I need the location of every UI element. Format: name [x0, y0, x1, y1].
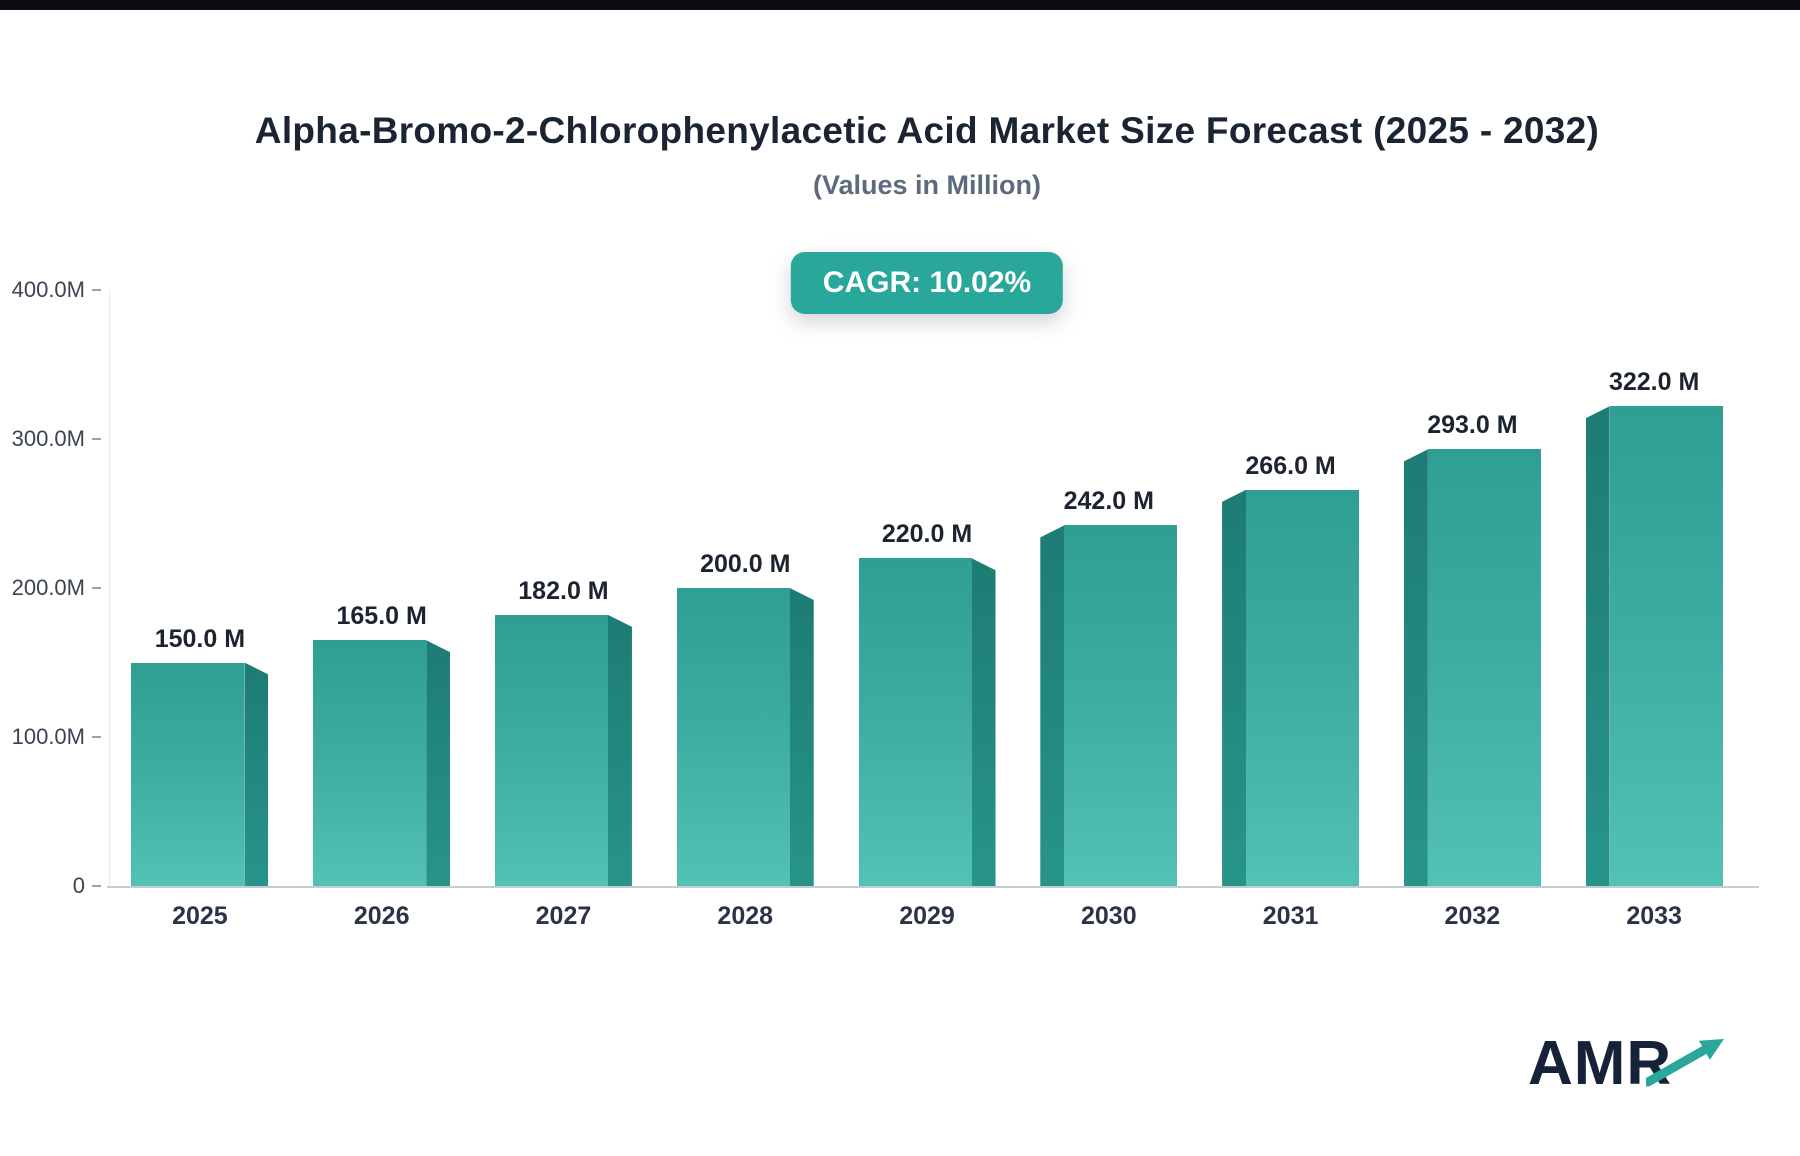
bar-value-label: 242.0 M [1063, 487, 1154, 516]
bar-side-face [607, 614, 632, 886]
bar-side-face [789, 588, 814, 886]
amr-logo-arrow-icon [1646, 1039, 1724, 1087]
y-axis-label: 200.0M [11, 575, 85, 600]
x-axis-label-2033: 2033 [1626, 902, 1682, 930]
bar-side-face [971, 558, 996, 886]
bar-2029[interactable] [858, 558, 996, 886]
bar-front-face [1246, 489, 1360, 886]
bar-2032[interactable] [1403, 449, 1541, 886]
bar-slot: 242.0 M [1018, 290, 1200, 886]
amr-logo: AMR [1528, 1028, 1768, 1112]
bar-value-label: 150.0 M [154, 624, 246, 653]
x-axis-label-2031: 2031 [1262, 902, 1319, 930]
y-axis-tick [92, 736, 101, 738]
bar-2026[interactable] [313, 640, 451, 886]
bar-2031[interactable] [1222, 489, 1360, 886]
bar-side-face [1222, 489, 1247, 886]
bar-value-label: 266.0 M [1245, 451, 1336, 480]
bar-value-label: 165.0 M [336, 602, 427, 631]
bar-side-face [426, 640, 451, 886]
chart-title: Alpha-Bromo-2-Chlorophenylacetic Acid Ma… [254, 110, 1600, 151]
bar-slot: 322.0 M [1563, 290, 1745, 886]
bar-slot: 200.0 M [654, 290, 836, 886]
bar-slot: 150.0 M [109, 290, 291, 886]
bar-front-face [676, 588, 790, 886]
y-axis-label: 300.0M [11, 426, 85, 451]
x-axis-label-2028: 2028 [717, 902, 774, 930]
bar-value-label: 322.0 M [1608, 368, 1700, 397]
amr-logo-text: AMR [1528, 1029, 1673, 1098]
bar-value-label: 200.0 M [700, 550, 791, 578]
bar-2030[interactable] [1040, 525, 1178, 886]
bar-front-face [1609, 406, 1723, 886]
x-axis-label-2025: 2025 [172, 902, 228, 930]
bar-slot: 165.0 M [291, 290, 473, 886]
bar-2025[interactable] [131, 662, 269, 886]
x-axis-label-2029: 2029 [899, 902, 955, 930]
plot-area: 400.0M 300.0M 200.0M 100.0M 0 150.0 M 165.0 M… [12, 277, 1759, 898]
x-axis-label-2030: 2030 [1080, 902, 1137, 930]
y-tick: 400.0M [0, 277, 101, 303]
y-axis-label: 100.0M [11, 724, 85, 749]
y-axis-tick [92, 438, 101, 440]
top-border [0, 0, 1800, 10]
bar-side-face [244, 662, 269, 886]
bar-side-face [1040, 525, 1065, 886]
x-axis-label-2026: 2026 [353, 902, 410, 930]
chart-subtitle: (Values in Million) [812, 170, 1042, 200]
y-axis-tick [92, 587, 101, 589]
bar-slot: 182.0 M [473, 290, 655, 886]
x-axis-label-2027: 2027 [535, 902, 592, 930]
bar-front-face [1427, 449, 1541, 886]
y-tick: 100.0M [0, 724, 101, 750]
y-axis-tick [92, 885, 101, 887]
bar-slot: 220.0 M [836, 290, 1018, 886]
y-axis-tick [92, 289, 101, 291]
y-tick: 0 [0, 873, 101, 899]
bar-front-face [858, 558, 972, 886]
bar-2033[interactable] [1585, 406, 1723, 886]
bar-value-label: 293.0 M [1427, 411, 1518, 440]
y-tick: 300.0M [0, 426, 101, 452]
x-axis: 2025 2026 2027 2028 2029 2030 2031 2032 2033 [109, 902, 1745, 931]
bar-front-face [1064, 525, 1178, 886]
x-axis-label-2032: 2032 [1444, 902, 1501, 930]
bar-slot: 293.0 M [1381, 290, 1563, 886]
bar-front-face [313, 640, 427, 886]
bar-front-face [494, 614, 608, 886]
bar-value-label: 220.0 M [881, 520, 973, 549]
y-axis-label: 400.0M [11, 277, 85, 302]
bar-side-face [1403, 449, 1428, 886]
bar-2027[interactable] [494, 614, 632, 886]
bar-value-label: 182.0 M [518, 576, 609, 605]
y-tick: 200.0M [0, 575, 101, 601]
bar-front-face [131, 662, 245, 886]
y-axis-label: 0 [72, 873, 85, 898]
bar-2028[interactable] [676, 588, 814, 886]
y-axis-line [109, 290, 110, 886]
x-axis-line [107, 886, 1759, 888]
bar-slot: 266.0 M [1200, 290, 1382, 886]
bar-side-face [1585, 406, 1610, 886]
cagr-badge: CAGR: 10.02% [790, 252, 1064, 314]
bars-row: 150.0 M 165.0 M 182.0 M 200.0 M 220.0 M 242.0… [109, 290, 1745, 886]
